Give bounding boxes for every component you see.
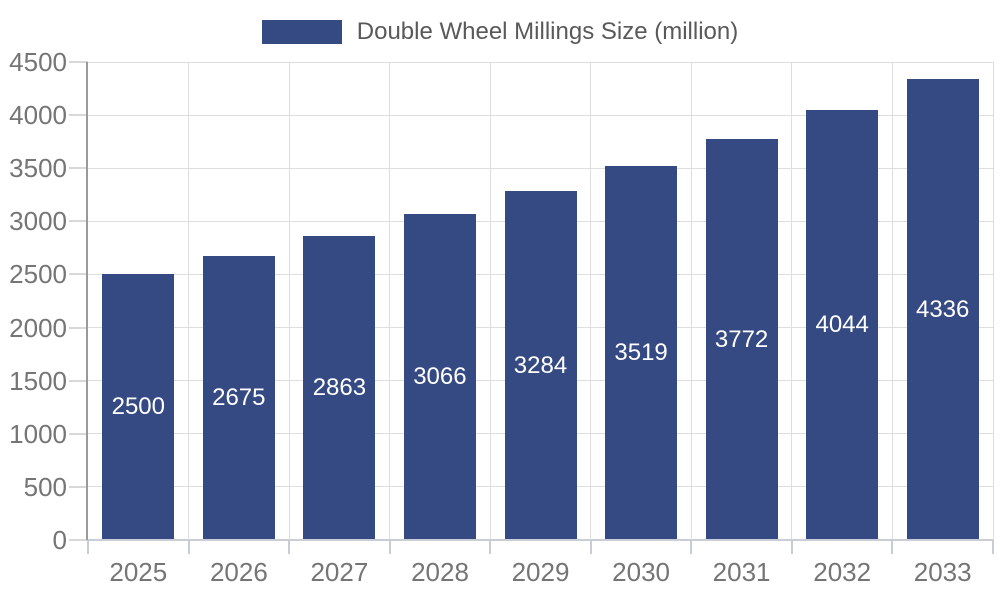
y-axis-tick <box>69 167 88 170</box>
bar[interactable]: 2675 <box>202 255 275 540</box>
gridline-vertical <box>992 62 994 540</box>
y-axis-tick-label: 3000 <box>9 206 67 237</box>
y-axis-tick <box>69 539 88 541</box>
y-axis-tick <box>69 379 88 382</box>
x-axis-category-label: 2031 <box>712 557 771 587</box>
bar-value-label: 2500 <box>111 393 165 421</box>
bar-value-label: 3519 <box>614 339 668 367</box>
bar-value-label: 2863 <box>312 373 367 401</box>
bar-value-label: 3066 <box>413 363 467 391</box>
y-axis-tick-label: 4000 <box>9 100 67 131</box>
bar[interactable]: 3519 <box>605 166 678 540</box>
y-axis-tick <box>69 273 88 276</box>
x-axis-category-label: 2026 <box>209 557 268 587</box>
gridline-vertical <box>489 62 491 540</box>
gridline-horizontal <box>88 61 993 63</box>
x-axis-category-label: 2027 <box>310 557 369 587</box>
legend-swatch <box>261 20 342 44</box>
x-axis-tick <box>489 540 492 554</box>
bar-value-label: 3772 <box>714 325 769 353</box>
gridline-horizontal <box>88 167 993 169</box>
bar[interactable]: 4336 <box>906 79 979 540</box>
x-axis-tick <box>187 540 190 554</box>
bar[interactable]: 2863 <box>303 235 376 540</box>
x-axis-tick <box>790 540 793 554</box>
x-axis-tick <box>891 540 894 554</box>
x-axis-category-label: 2032 <box>813 557 872 587</box>
y-axis-tick <box>69 114 88 117</box>
y-axis-tick-label: 1000 <box>9 418 67 449</box>
x-axis-category-label: 2029 <box>511 557 570 587</box>
bar[interactable]: 3284 <box>504 191 577 540</box>
y-axis-tick <box>69 432 88 435</box>
x-axis-line <box>88 539 993 541</box>
y-axis-tick-label: 2000 <box>9 312 67 343</box>
y-axis-tick <box>69 61 88 63</box>
gridline-vertical <box>288 62 290 540</box>
bar-value-label: 4336 <box>915 295 970 323</box>
gridline-vertical <box>188 62 190 540</box>
y-axis-tick-label: 3500 <box>9 153 67 184</box>
y-axis-line <box>86 62 88 540</box>
x-axis-category-label: 2025 <box>109 557 168 587</box>
x-axis-tick <box>589 540 592 554</box>
bar[interactable]: 4044 <box>806 110 879 540</box>
x-axis-category-label: 2030 <box>612 557 671 587</box>
y-axis-tick <box>69 220 88 223</box>
x-axis-tick <box>690 540 693 554</box>
y-axis-tick-label: 0 <box>52 525 67 555</box>
gridline-vertical <box>891 62 893 540</box>
gridline-horizontal <box>88 114 993 116</box>
x-axis-tick <box>388 540 391 554</box>
y-axis-tick-label: 2500 <box>9 259 67 290</box>
y-axis-tick <box>69 485 88 488</box>
gridline-vertical <box>389 62 391 540</box>
y-axis-tick-label: 1500 <box>9 365 67 396</box>
y-axis-tick-label: 500 <box>23 471 67 502</box>
bar-value-label: 4044 <box>815 311 869 339</box>
x-axis-tick <box>87 540 89 554</box>
legend-item[interactable]: Double Wheel Millings Size (million) <box>0 18 1000 46</box>
x-axis-tick <box>992 540 994 554</box>
bar[interactable]: 2500 <box>102 274 175 540</box>
y-axis-tick-label: 4500 <box>9 47 67 77</box>
bar-value-label: 3284 <box>513 351 568 379</box>
gridline-vertical <box>791 62 793 540</box>
bar[interactable]: 3066 <box>403 214 476 540</box>
bar[interactable]: 3772 <box>705 139 778 540</box>
y-axis-tick <box>69 326 88 329</box>
x-axis-category-label: 2028 <box>411 557 469 587</box>
legend-label: Double Wheel Millings Size (million) <box>356 18 739 45</box>
gridline-vertical <box>590 62 592 540</box>
x-axis-category-label: 2033 <box>913 557 972 587</box>
x-axis-tick <box>288 540 291 554</box>
bar-value-label: 2675 <box>212 383 266 411</box>
gridline-vertical <box>690 62 692 540</box>
